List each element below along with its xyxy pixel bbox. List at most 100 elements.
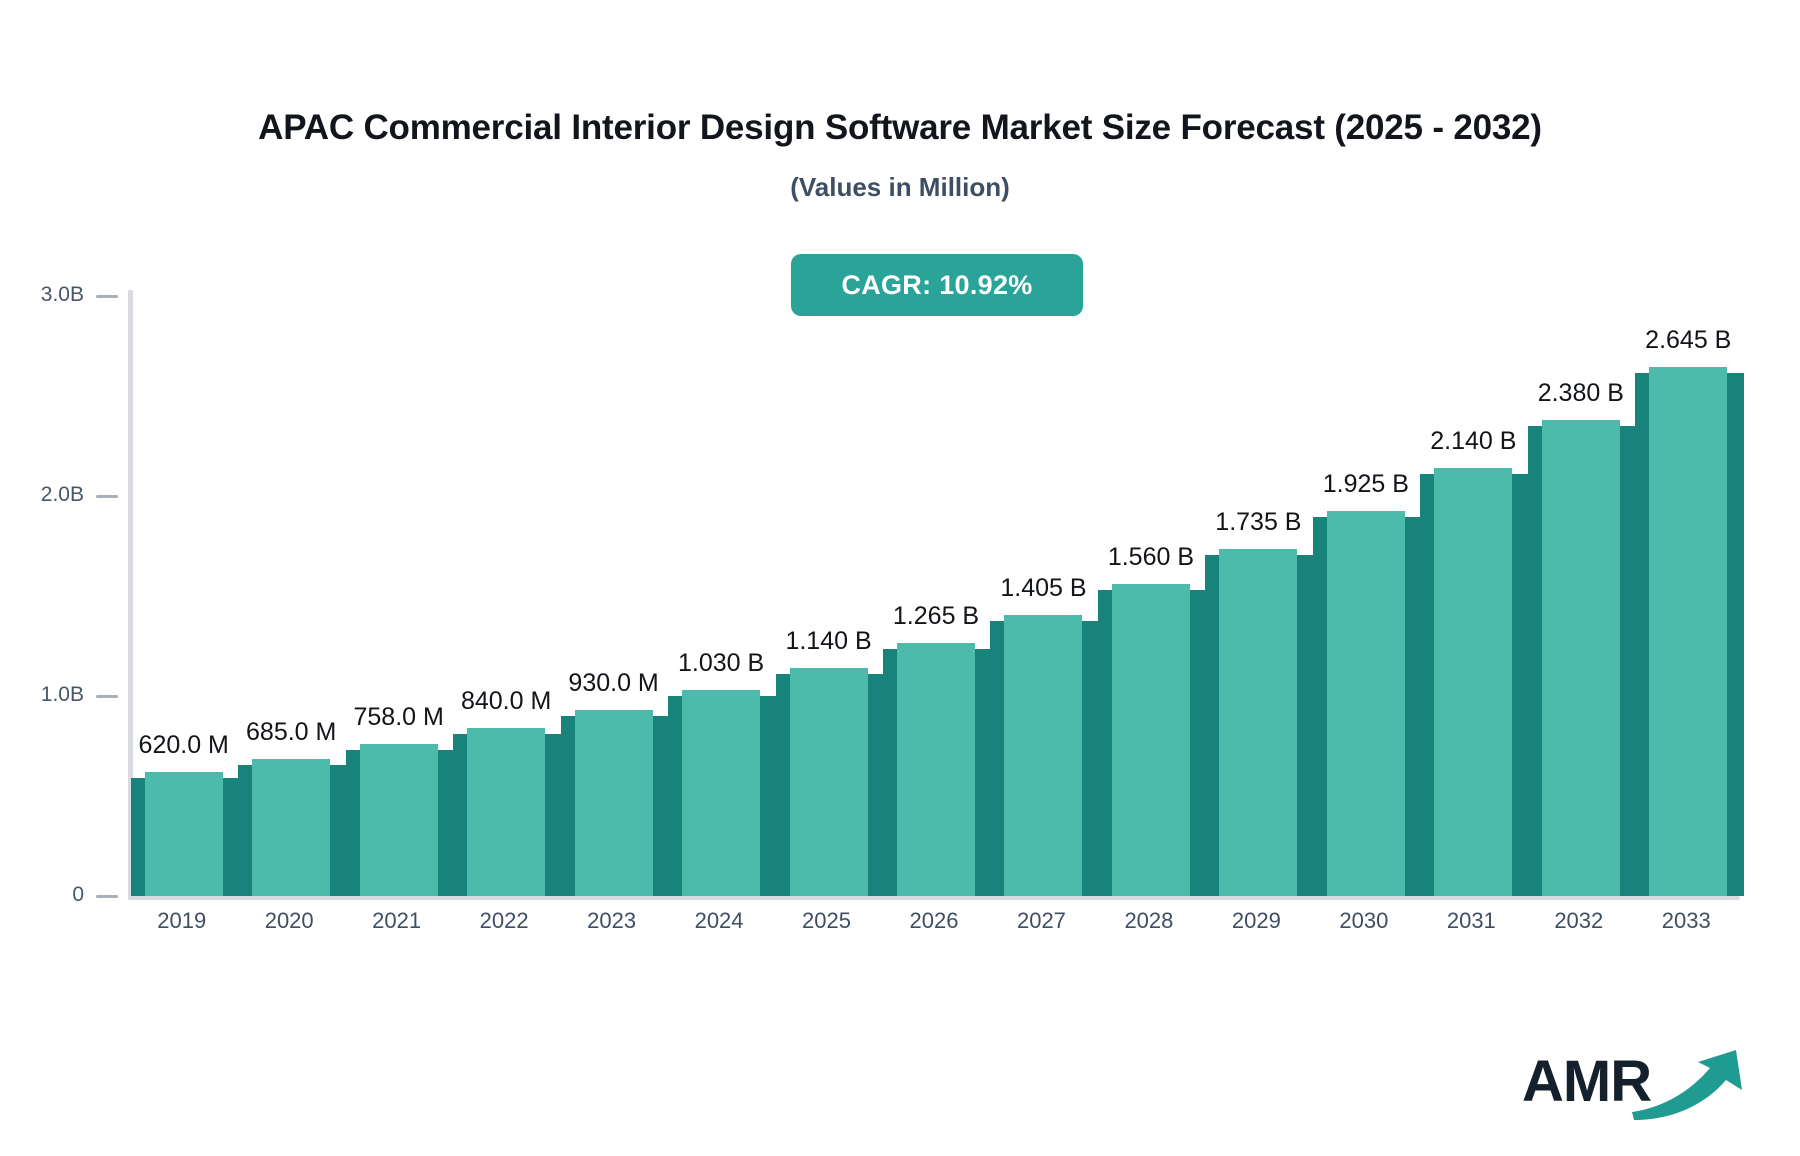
x-axis-tick-label: 2021 [372, 908, 422, 933]
bar-side-face [760, 696, 778, 896]
y-axis-tick-mark [96, 495, 118, 498]
bar-value-label: 758.0 M [353, 703, 444, 732]
bar-2020[interactable]: 685.0 M [238, 718, 348, 896]
bar-value-label: 1.925 B [1322, 470, 1409, 498]
x-axis-tick-label: 2024 [694, 908, 744, 933]
bar-2032[interactable]: 2.380 B [1527, 379, 1637, 896]
x-axis-tick-label: 2022 [479, 908, 529, 933]
x-axis-tick-label: 2033 [1661, 908, 1711, 933]
bar-front-face [1219, 549, 1298, 896]
bar-left-face [345, 750, 360, 896]
bar-2028[interactable]: 1.560 B [1097, 543, 1207, 896]
y-axis-tick-label: 3.0B [40, 283, 84, 306]
page-subtitle: (Values in Million) [790, 172, 1010, 202]
bar-front-face [1434, 468, 1513, 896]
bar-value-label: 1.030 B [677, 649, 765, 677]
y-axis-tick-mark [96, 295, 118, 298]
bar-side-face [1082, 621, 1100, 896]
bar-2030[interactable]: 1.925 B [1312, 470, 1422, 896]
bar-2019[interactable]: 620.0 M [130, 731, 240, 896]
bar-2025[interactable]: 1.140 B [775, 627, 885, 896]
bar-2023[interactable]: 930.0 M [560, 669, 670, 896]
bar-side-face [652, 716, 670, 896]
x-axis-tick-label: 2032 [1554, 908, 1604, 933]
x-axis-tick-label: 2030 [1339, 908, 1389, 933]
bar-side-face [1727, 373, 1745, 896]
y-axis-tick-mark [96, 695, 118, 698]
bar-left-face [1635, 373, 1650, 896]
bar-front-face [252, 759, 331, 896]
bar-left-face [1097, 590, 1112, 896]
bar-2024[interactable]: 1.030 B [668, 649, 778, 896]
bar-front-face [359, 744, 438, 896]
bar-left-face [668, 696, 683, 896]
y-axis-tick-label: 2.0B [40, 483, 84, 506]
x-axis-tick-label: 2025 [802, 908, 852, 933]
bar-side-face [222, 778, 240, 896]
bar-side-face [867, 674, 885, 896]
y-axis-tick-label: 0 [72, 883, 84, 906]
bar-front-face [144, 772, 223, 896]
bar-side-face [330, 765, 348, 896]
y-axis-line [128, 290, 133, 898]
bar-2027[interactable]: 1.405 B [990, 574, 1100, 896]
bar-front-face [574, 710, 653, 896]
x-axis-tick-label: 2031 [1446, 908, 1496, 933]
bar-left-face [883, 649, 897, 896]
bar-front-face [1111, 584, 1190, 896]
bar-left-face [1205, 555, 1220, 896]
bar-2031[interactable]: 2.140 B [1420, 427, 1530, 896]
bar-value-label: 1.735 B [1215, 508, 1302, 536]
plot-area: 620.0 M 685.0 M 758.0 M 840.0 M 930.0 M 1.030… [128, 296, 1745, 896]
bar-side-face [545, 734, 563, 896]
bar-2022[interactable]: 840.0 M [453, 687, 563, 896]
bar-left-face [453, 734, 468, 896]
bar-left-face [775, 674, 790, 896]
x-axis-tick-label: 2019 [157, 908, 207, 933]
x-axis-tick-label: 2027 [1016, 908, 1066, 933]
bar-left-face [560, 716, 575, 896]
bar-2033[interactable]: 2.645 B [1635, 326, 1745, 896]
bar-value-label: 840.0 M [460, 687, 552, 715]
bar-side-face [1404, 517, 1422, 896]
bar-side-face [1512, 474, 1530, 896]
bar-front-face [467, 728, 546, 896]
bar-front-face [1649, 367, 1728, 896]
cagr-badge-label: CAGR: 10.92% [841, 269, 1033, 300]
bar-left-face [130, 778, 145, 896]
bar-value-label: 2.140 B [1430, 427, 1517, 455]
bar-front-face [1541, 420, 1620, 896]
bar-front-face [897, 643, 975, 896]
bar-left-face [990, 621, 1005, 896]
x-axis-tick-label: 2020 [264, 908, 314, 933]
x-axis-tick-label: 2023 [587, 908, 637, 933]
y-axis-tick-mark [96, 895, 118, 898]
bar-front-face [1326, 511, 1405, 896]
bar-side-face [1189, 590, 1207, 896]
bar-value-label: 1.560 B [1107, 543, 1195, 571]
bar-front-face [682, 690, 761, 896]
bar-front-face [789, 668, 868, 896]
bar-2029[interactable]: 1.735 B [1205, 508, 1315, 896]
x-axis-tick-label: 2029 [1231, 908, 1281, 933]
bar-2021[interactable]: 758.0 M [345, 703, 455, 896]
bar-value-label: 2.645 B [1645, 326, 1732, 354]
y-axis-tick-label: 1.0B [40, 683, 84, 706]
bar-side-face [1619, 426, 1637, 896]
bar-value-label: 2.380 B [1537, 379, 1624, 407]
bar-value-label: 685.0 M [246, 718, 337, 746]
bar-value-label: 1.405 B [1000, 574, 1087, 602]
x-axis-line [128, 896, 1740, 900]
bar-left-face [1312, 517, 1327, 896]
bar-value-label: 1.265 B [892, 602, 980, 630]
bar-side-face [437, 750, 455, 896]
bar-side-face [975, 649, 992, 896]
bar-left-face [1420, 474, 1435, 896]
x-axis-tick-label: 2028 [1124, 908, 1174, 933]
bar-side-face [1297, 555, 1315, 896]
bar-value-label: 930.0 M [568, 669, 659, 697]
bar-2026[interactable]: 1.265 B [883, 602, 992, 896]
bar-value-label: 1.140 B [785, 627, 872, 655]
growth-arrow-icon [1632, 1050, 1742, 1120]
